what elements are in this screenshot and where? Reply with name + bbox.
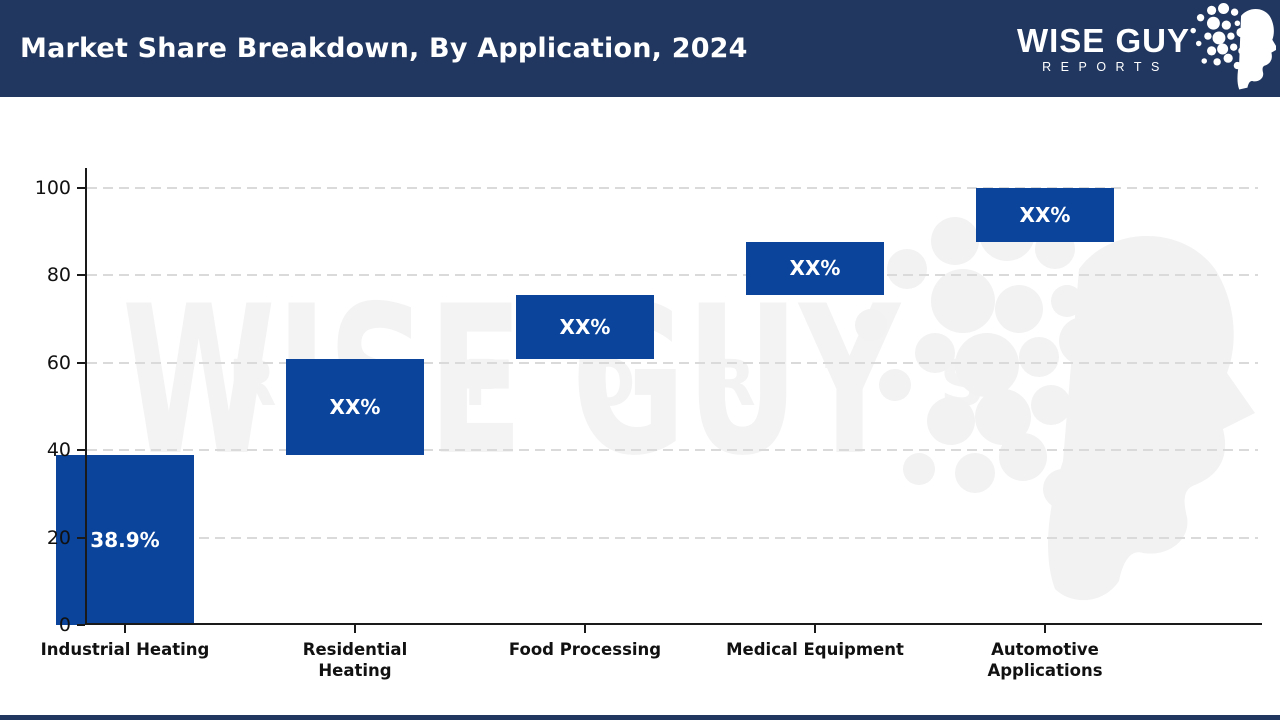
y-tick-label: 60 [46,351,71,374]
wiseguy-head-icon [1190,2,1276,89]
bar-value-label: XX% [1019,202,1071,227]
logo-wiseguy-text: WISE GUY [1016,21,1190,59]
x-tick-label: Medical Equipment [726,640,904,659]
gridline [87,186,1258,189]
gridline [87,361,1258,364]
bar-value-label: XX% [329,394,381,419]
y-tick-mark [77,186,85,189]
x-tick-mark [584,625,586,633]
x-tick-label: Automotive Applications [987,640,1103,681]
x-tick-mark [124,625,126,633]
y-axis-line [85,168,87,625]
bar-industrial-heating: 38.9% [56,454,194,625]
header-banner: Market Share Breakdown, By Application, … [0,0,1280,97]
y-tick-label: 100 [34,176,71,199]
x-tick-mark [354,625,356,633]
y-tick-mark [77,449,85,451]
plot-area: 0 20 40 60 80 100 38.9% Industrial Heating XX% Re… [0,97,1280,715]
logo-reports-text: REPORTS [1042,59,1169,74]
y-tick-mark [77,624,85,626]
x-axis-line [85,623,1262,625]
bar-value-label: XX% [559,314,611,339]
wiseguy-logo: WISE GUY REPORTS [1017,2,1276,95]
y-tick-mark [77,274,85,276]
y-tick-label: 20 [46,526,71,549]
y-tick-label: 0 [58,614,71,636]
x-tick-label: Industrial Heating [40,640,210,659]
x-tick-label: Residential Heating [302,640,408,681]
x-tick-mark [1044,625,1046,633]
x-tick-label: Food Processing [508,640,662,659]
y-tick-mark [77,536,85,539]
gridline [87,449,1258,451]
x-tick-mark [814,625,816,633]
bar-automotive-applications: XX% [976,187,1114,242]
chart-title: Market Share Breakdown, By Application, … [20,33,748,64]
bar-value-label: XX% [789,256,841,281]
bar-residential-heating: XX% [286,359,424,455]
bar-food-processing: XX% [516,294,654,359]
y-tick-mark [77,361,85,364]
logo-text: WISE GUY REPORTS [1017,24,1190,74]
gridline [87,536,1258,539]
y-tick-label: 80 [46,264,71,286]
bar-medical-equipment: XX% [746,241,884,295]
bar-value-label: 38.9% [90,527,160,552]
y-tick-label: 40 [46,439,71,461]
footer-strip [0,715,1280,720]
gridline [87,274,1258,276]
